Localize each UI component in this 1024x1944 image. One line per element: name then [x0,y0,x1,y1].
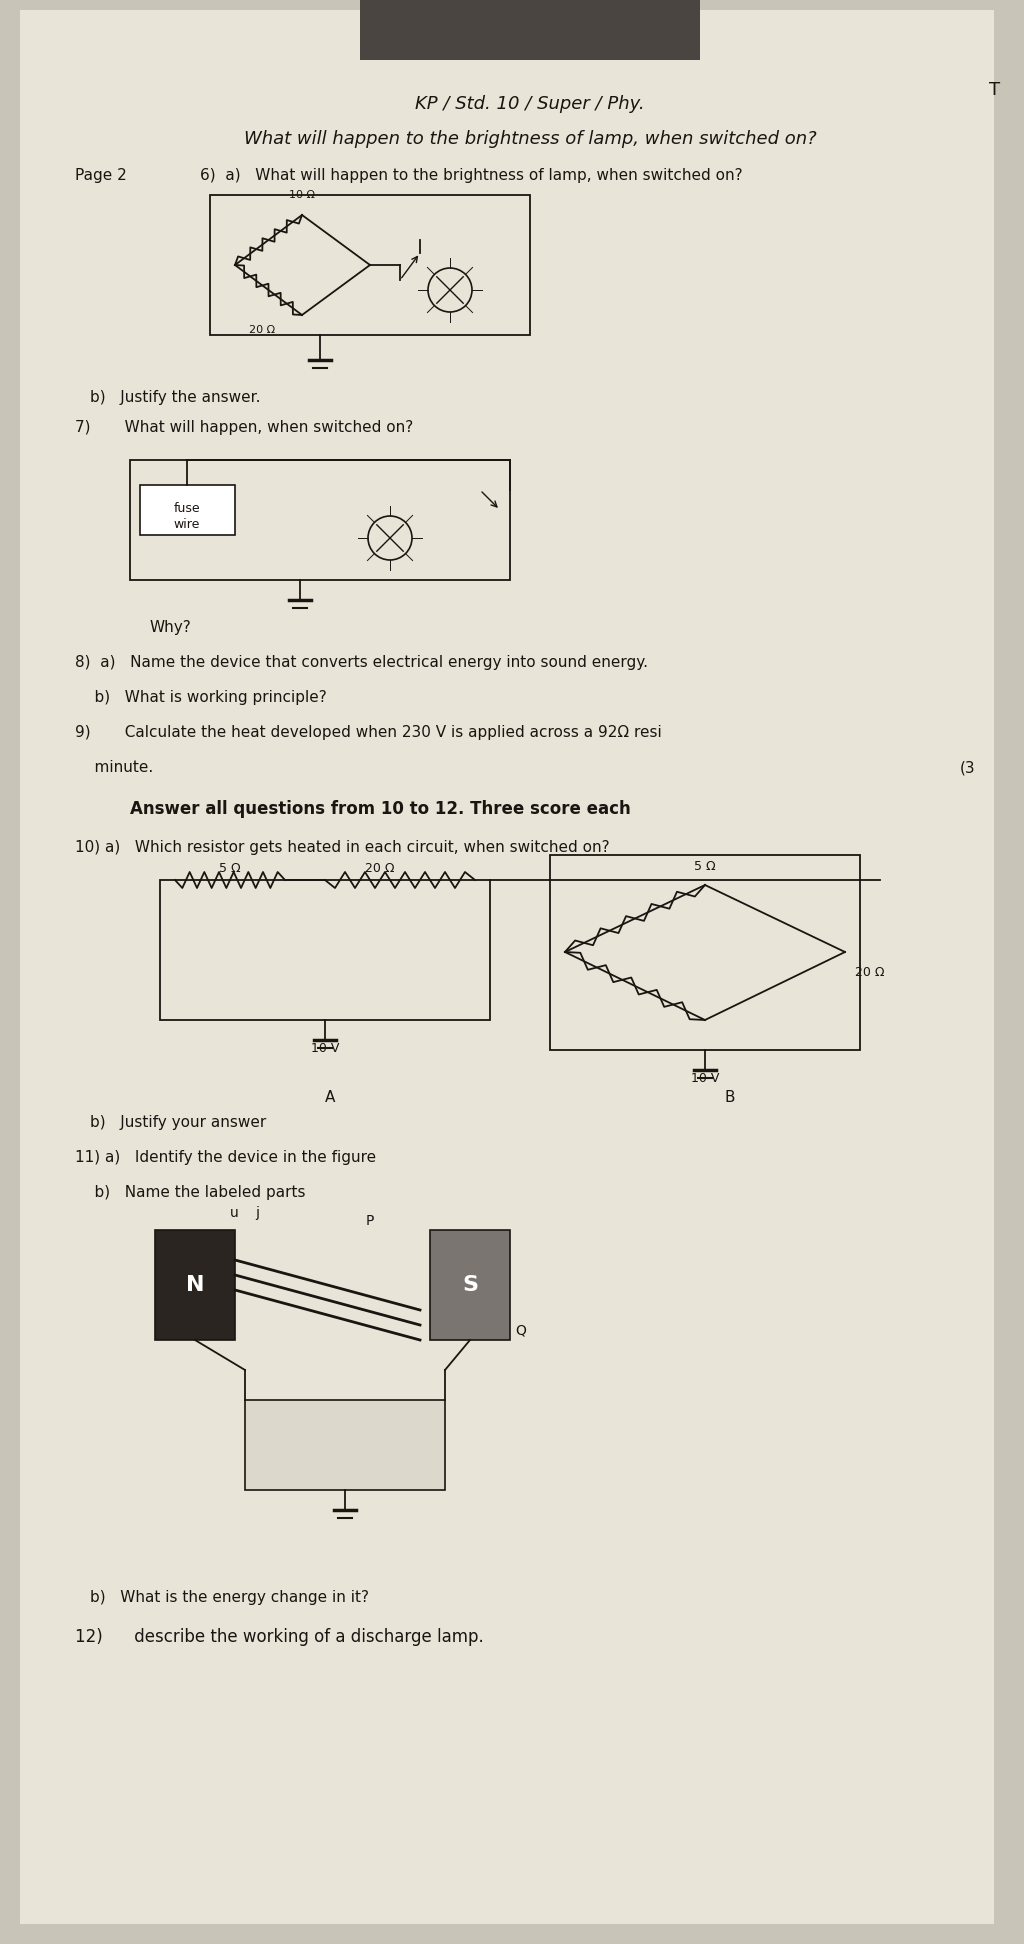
Text: (3: (3 [961,760,976,776]
Text: 8)  a)   Name the device that converts electrical energy into sound energy.: 8) a) Name the device that converts elec… [75,655,648,671]
Text: j: j [255,1205,259,1221]
Text: 10 V: 10 V [311,1042,339,1056]
Text: 10 V: 10 V [691,1071,719,1085]
Text: 20 Ω: 20 Ω [855,966,885,978]
Text: b)   Justify the answer.: b) Justify the answer. [90,391,260,404]
Text: wire: wire [174,517,200,531]
Bar [140,484,234,535]
Text: Why?: Why? [150,620,191,636]
Text: What will happen to the brightness of lamp, when switched on?: What will happen to the brightness of la… [244,130,816,148]
Text: fuse: fuse [174,502,201,515]
Text: 20 Ω: 20 Ω [249,325,275,334]
Text: 10 Ω: 10 Ω [289,191,315,200]
Text: 6)  a)   What will happen to the brightness of lamp, when switched on?: 6) a) What will happen to the brightness… [200,167,742,183]
Bar [430,1231,510,1339]
Text: b)   Name the labeled parts: b) Name the labeled parts [75,1186,305,1199]
Text: T: T [989,82,1000,99]
Text: 9)       Calculate the heat developed when 230 V is applied across a 92Ω resi: 9) Calculate the heat developed when 230… [75,725,662,741]
Bar [130,461,510,579]
Text: b)   What is the energy change in it?: b) What is the energy change in it? [90,1590,369,1606]
Bar [155,1231,234,1339]
Text: 7)       What will happen, when switched on?: 7) What will happen, when switched on? [75,420,414,435]
Text: 10) a)   Which resistor gets heated in each circuit, when switched on?: 10) a) Which resistor gets heated in eac… [75,840,609,855]
Text: 20 Ω: 20 Ω [366,861,394,875]
Bar [160,881,490,1021]
Text: Page 2: Page 2 [75,167,127,183]
Text: B: B [725,1091,735,1104]
Text: S: S [462,1275,478,1295]
Text: 5 Ω: 5 Ω [219,861,241,875]
Text: 5 Ω: 5 Ω [694,859,716,873]
Text: N: N [185,1275,204,1295]
Text: P: P [366,1213,374,1229]
Text: minute.: minute. [75,760,154,776]
Text: 12)      describe the working of a discharge lamp.: 12) describe the working of a discharge … [75,1627,483,1647]
Text: 11) a)   Identify the device in the figure: 11) a) Identify the device in the figure [75,1151,376,1164]
Text: b)   What is working principle?: b) What is working principle? [75,690,327,706]
Bar [210,194,530,334]
Bar [245,1400,445,1489]
Text: Q: Q [515,1324,526,1337]
Text: KP / Std. 10 / Super / Phy.: KP / Std. 10 / Super / Phy. [415,95,645,113]
Text: A: A [325,1091,335,1104]
Text: u: u [230,1205,239,1221]
Bar [360,0,700,60]
Text: b)   Justify your answer: b) Justify your answer [90,1116,266,1129]
Bar [550,855,860,1050]
Text: Answer all questions from 10 to 12. Three score each: Answer all questions from 10 to 12. Thre… [130,801,631,818]
